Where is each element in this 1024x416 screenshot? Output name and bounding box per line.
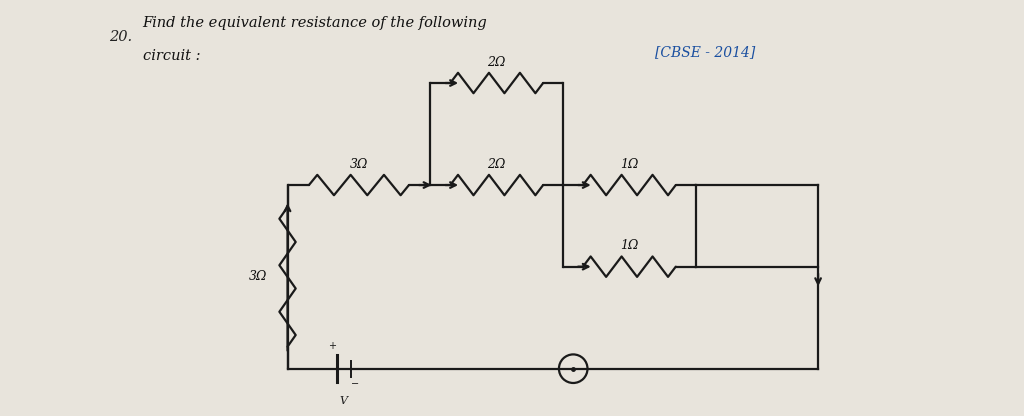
Text: +: + bbox=[329, 342, 337, 352]
Text: [CBSE - 2014]: [CBSE - 2014] bbox=[654, 45, 755, 59]
Text: circuit :: circuit : bbox=[142, 49, 200, 62]
Text: 1Ω: 1Ω bbox=[621, 239, 639, 253]
Text: 2Ω: 2Ω bbox=[487, 56, 506, 69]
Text: V: V bbox=[340, 396, 348, 406]
Text: 1Ω: 1Ω bbox=[621, 158, 639, 171]
Text: 2Ω: 2Ω bbox=[487, 158, 506, 171]
Text: Find the equivalent resistance of the following: Find the equivalent resistance of the fo… bbox=[142, 16, 487, 30]
Text: −: − bbox=[351, 379, 359, 389]
Text: 3Ω: 3Ω bbox=[249, 270, 267, 283]
Text: 3Ω: 3Ω bbox=[350, 158, 369, 171]
Text: 20.: 20. bbox=[109, 30, 132, 44]
